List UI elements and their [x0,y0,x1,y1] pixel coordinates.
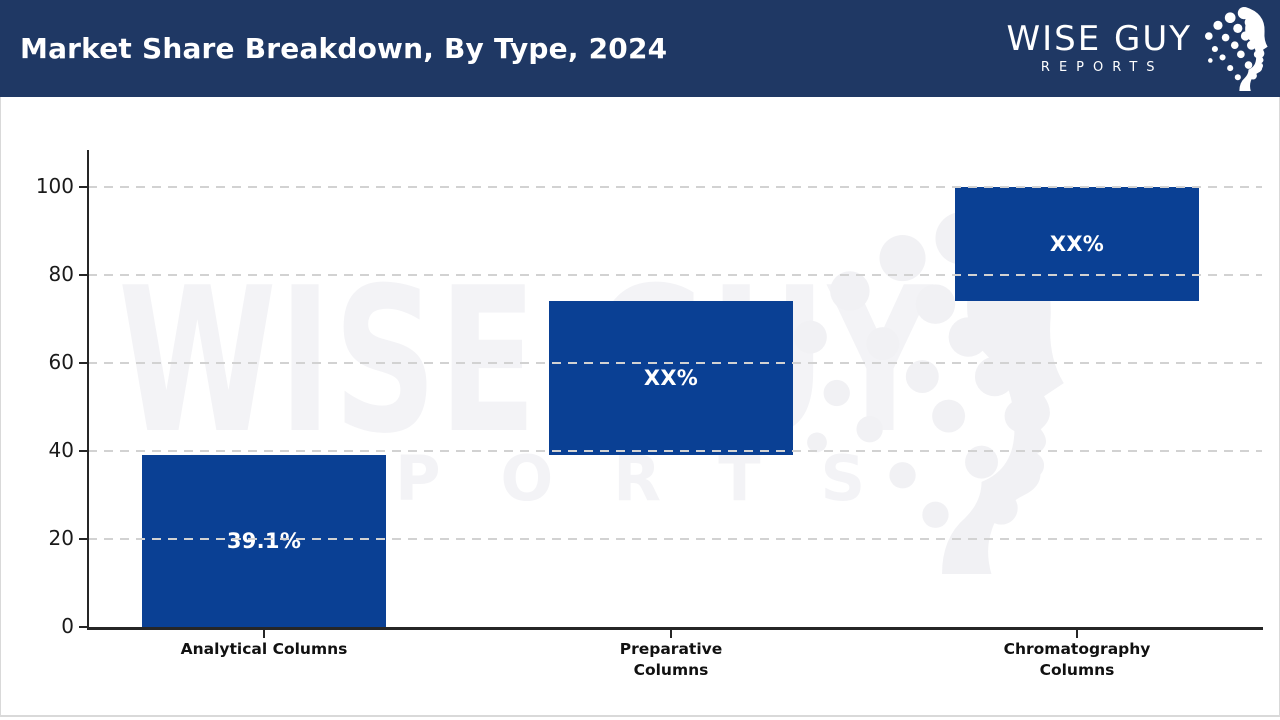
x-axis-line [87,627,1263,630]
y-tick-label: 20 [48,526,74,550]
x-tick-mark [1076,630,1078,638]
bar-1: 39.1% [142,454,386,627]
gridline-y80 [88,274,1262,276]
x-tick-mark [670,630,672,638]
page-border-bottom [0,715,1280,717]
gridline-y60 [88,362,1262,364]
y-tick-mark [79,186,87,188]
x-category-label: Preparative Columns [619,640,723,679]
page-border-left [0,97,1,717]
y-tick-mark [79,362,87,364]
x-category-label: Chromatography Columns [1003,640,1151,679]
bar-value-label: 39.1% [226,528,302,553]
gridline-y100 [88,186,1262,188]
bar-3: XX% [955,187,1199,301]
wiseguy-head-icon [1204,6,1268,91]
page-title: Market Share Breakdown, By Type, 2024 [20,32,668,65]
header-bar: Market Share Breakdown, By Type, 2024 WI… [0,0,1280,97]
bar-value-label: XX% [1049,231,1105,256]
gridline-y20 [88,538,1262,540]
watermark-wiseguy-text: WISE GUY [118,245,934,478]
y-tick-label: 60 [48,350,74,374]
y-tick-mark [79,274,87,276]
y-axis-line [87,150,89,629]
bar-2: XX% [549,300,793,455]
y-tick-label: 80 [48,262,74,286]
wiseguy-logo-line1: WISE GUY [1006,19,1192,60]
y-tick-label: 40 [48,438,74,462]
y-tick-label: 0 [61,614,74,638]
x-tick-mark [263,630,265,638]
wiseguy-logo-line2: REPORTS [1040,59,1164,75]
gridline-y40 [88,450,1262,452]
y-tick-mark [79,450,87,452]
bar-value-label: XX% [643,365,699,390]
x-category-label: Analytical Columns [180,640,348,658]
wiseguy-logo-text: WISE GUY REPORTS [1006,19,1192,75]
wiseguy-logo: WISE GUY REPORTS [1006,6,1270,91]
y-tick-label: 100 [35,174,74,198]
y-tick-mark [79,626,87,628]
y-tick-mark [79,538,87,540]
